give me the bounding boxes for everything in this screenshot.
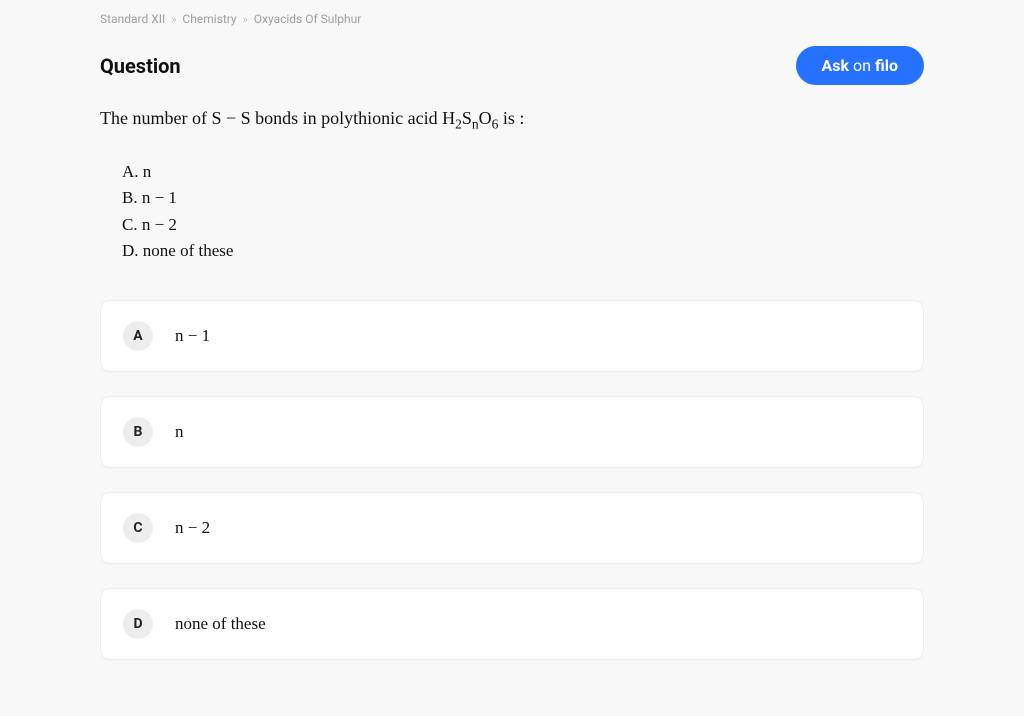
answer-cards: A n − 1 B n C n − 2 D none of these (100, 300, 924, 660)
breadcrumb-item-1[interactable]: Standard XII (100, 12, 165, 26)
ask-brand: filo (875, 56, 898, 75)
question-mid1: S (462, 108, 472, 128)
inline-option-b: B. n − 1 (122, 185, 924, 211)
breadcrumb-item-3[interactable]: Oxyacids Of Sulphur (254, 12, 362, 26)
answer-text: none of these (175, 614, 266, 634)
ask-prefix: Ask (822, 56, 850, 75)
breadcrumb-separator-icon: » (171, 13, 176, 26)
ask-middle: on (849, 56, 875, 75)
question-text: The number of S − S bonds in polythionic… (100, 105, 924, 135)
breadcrumb: Standard XII » Chemistry » Oxyacids Of S… (100, 12, 924, 26)
inline-options: A. n B. n − 1 C. n − 2 D. none of these (122, 159, 924, 264)
answer-badge: C (123, 513, 153, 543)
answer-text: n − 1 (175, 326, 210, 346)
breadcrumb-item-2[interactable]: Chemistry (182, 12, 236, 26)
question-prefix: The number of S − S bonds in polythionic… (100, 108, 455, 128)
inline-option-a: A. n (122, 159, 924, 185)
ask-on-filo-button[interactable]: Ask on filo (796, 46, 924, 85)
question-suffix: is : (498, 108, 524, 128)
inline-option-c: C. n − 2 (122, 212, 924, 238)
header-row: Question Ask on filo (100, 46, 924, 85)
question-sub1: 2 (455, 117, 462, 132)
answer-badge: A (123, 321, 153, 351)
answer-text: n − 2 (175, 518, 210, 538)
answer-card-d[interactable]: D none of these (100, 588, 924, 660)
answer-text: n (175, 422, 184, 442)
breadcrumb-separator-icon: » (243, 13, 248, 26)
question-mid2: O (479, 108, 492, 128)
answer-card-a[interactable]: A n − 1 (100, 300, 924, 372)
answer-card-c[interactable]: C n − 2 (100, 492, 924, 564)
inline-option-d: D. none of these (122, 238, 924, 264)
answer-badge: D (123, 609, 153, 639)
main-container: Standard XII » Chemistry » Oxyacids Of S… (0, 0, 1024, 660)
page-title: Question (100, 54, 181, 78)
answer-card-b[interactable]: B n (100, 396, 924, 468)
question-sub2: n (472, 117, 479, 132)
answer-badge: B (123, 417, 153, 447)
